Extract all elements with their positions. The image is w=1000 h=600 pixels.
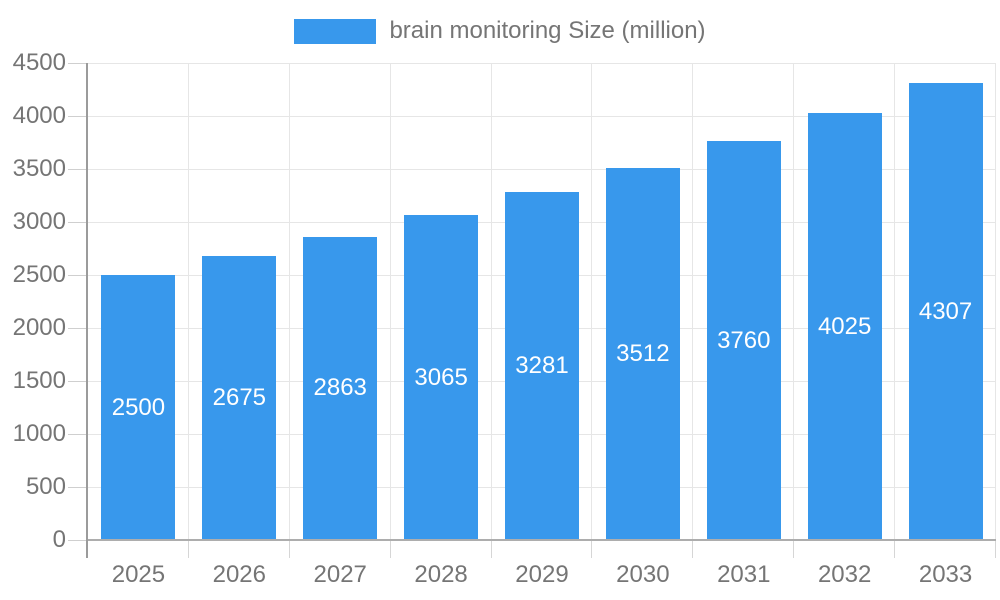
x-tick-label-2032: 2032 (817, 561, 872, 588)
gridline-vertical (793, 63, 795, 540)
bar-value-label-2027: 2863 (313, 374, 367, 402)
gridline-vertical (187, 63, 189, 540)
x-axis-tick-mark (894, 540, 896, 558)
gridline-horizontal (88, 63, 996, 64)
y-axis-tick-mark (68, 381, 88, 382)
x-tick-label-2030: 2030 (616, 561, 670, 588)
y-tick-label-3500: 3500 (12, 155, 66, 182)
legend-item-brain-monitoring[interactable]: brain monitoring Size (million) (294, 17, 706, 45)
bar-value-label-2028: 3065 (414, 363, 468, 391)
bar-value-label-2030: 3512 (616, 339, 670, 367)
gridline-vertical (894, 63, 896, 540)
gridline-horizontal (88, 169, 996, 170)
y-tick-label-1000: 1000 (12, 420, 66, 447)
y-tick-label-500: 500 (25, 473, 66, 500)
y-tick-label-0: 0 (52, 526, 66, 553)
y-axis-tick-mark (68, 328, 88, 329)
x-tick-label-2027: 2027 (313, 561, 367, 588)
bar-2027[interactable]: 2863 (303, 236, 378, 540)
bar-2033[interactable]: 4307 (908, 83, 983, 540)
gridline-horizontal (88, 116, 996, 117)
y-tick-label-4500: 4500 (12, 49, 66, 76)
gridline-vertical (995, 63, 996, 540)
gridline-vertical (692, 63, 694, 540)
y-axis-line (86, 63, 88, 558)
plot-area: 0 500 1000 1500 2000 2500 3000 3500 4000 4500 2500… (13, 51, 996, 588)
x-axis-tick-mark (793, 540, 795, 558)
x-axis-tick-mark (591, 540, 593, 558)
legend-swatch-icon (294, 18, 377, 44)
x-tick-label-2029: 2029 (515, 561, 569, 588)
x-tick-label-2031: 2031 (717, 561, 771, 588)
gridline-vertical (389, 63, 391, 540)
y-axis-tick-mark (68, 116, 88, 117)
y-tick-label-4000: 4000 (12, 102, 66, 129)
bar-2028[interactable]: 3065 (404, 215, 479, 540)
x-axis-tick-mark (187, 540, 189, 558)
gridline-vertical (490, 63, 492, 540)
bar-value-label-2026: 2675 (212, 384, 267, 412)
bar-2030[interactable]: 3512 (605, 167, 680, 540)
y-axis-tick-mark (68, 540, 88, 541)
y-axis-tick-mark (68, 222, 88, 223)
bar-2032[interactable]: 4025 (807, 113, 882, 540)
bar-value-label-2032: 4025 (817, 312, 872, 340)
y-tick-label-2000: 2000 (12, 314, 66, 341)
bar-value-label-2031: 3760 (717, 326, 771, 354)
bar-2031[interactable]: 3760 (706, 141, 781, 540)
bar-value-label-2033: 4307 (918, 297, 973, 325)
x-tick-label-2025: 2025 (111, 561, 166, 588)
bar-2026[interactable]: 2675 (202, 256, 277, 540)
x-axis-tick-mark (288, 540, 290, 558)
x-axis-line (86, 539, 996, 541)
bar-value-label-2025: 2500 (111, 393, 166, 421)
x-axis-tick-mark (692, 540, 694, 558)
x-axis-tick-mark (389, 540, 391, 558)
y-axis-tick-mark (68, 434, 88, 435)
x-axis-tick-mark (995, 540, 996, 558)
y-axis-tick-mark (68, 275, 88, 276)
y-tick-label-2500: 2500 (12, 261, 66, 288)
bar-2029[interactable]: 3281 (505, 192, 579, 540)
legend-label: brain monitoring Size (million) (389, 17, 706, 44)
y-axis-tick-mark (68, 487, 88, 488)
bar-2025[interactable]: 2500 (101, 275, 176, 540)
x-tick-label-2028: 2028 (414, 561, 468, 588)
gridline-vertical (288, 63, 290, 540)
x-tick-label-2033: 2033 (918, 561, 973, 588)
gridline-vertical (591, 63, 593, 540)
chart-legend: brain monitoring Size (million) (0, 17, 1000, 45)
bar-value-label-2029: 3281 (515, 352, 569, 380)
y-tick-label-3000: 3000 (12, 208, 66, 235)
x-tick-label-2026: 2026 (212, 561, 266, 588)
y-axis-tick-mark (68, 169, 88, 170)
x-axis-tick-mark (490, 540, 492, 558)
y-tick-label-1500: 1500 (12, 367, 66, 394)
y-axis-tick-mark (68, 63, 88, 64)
